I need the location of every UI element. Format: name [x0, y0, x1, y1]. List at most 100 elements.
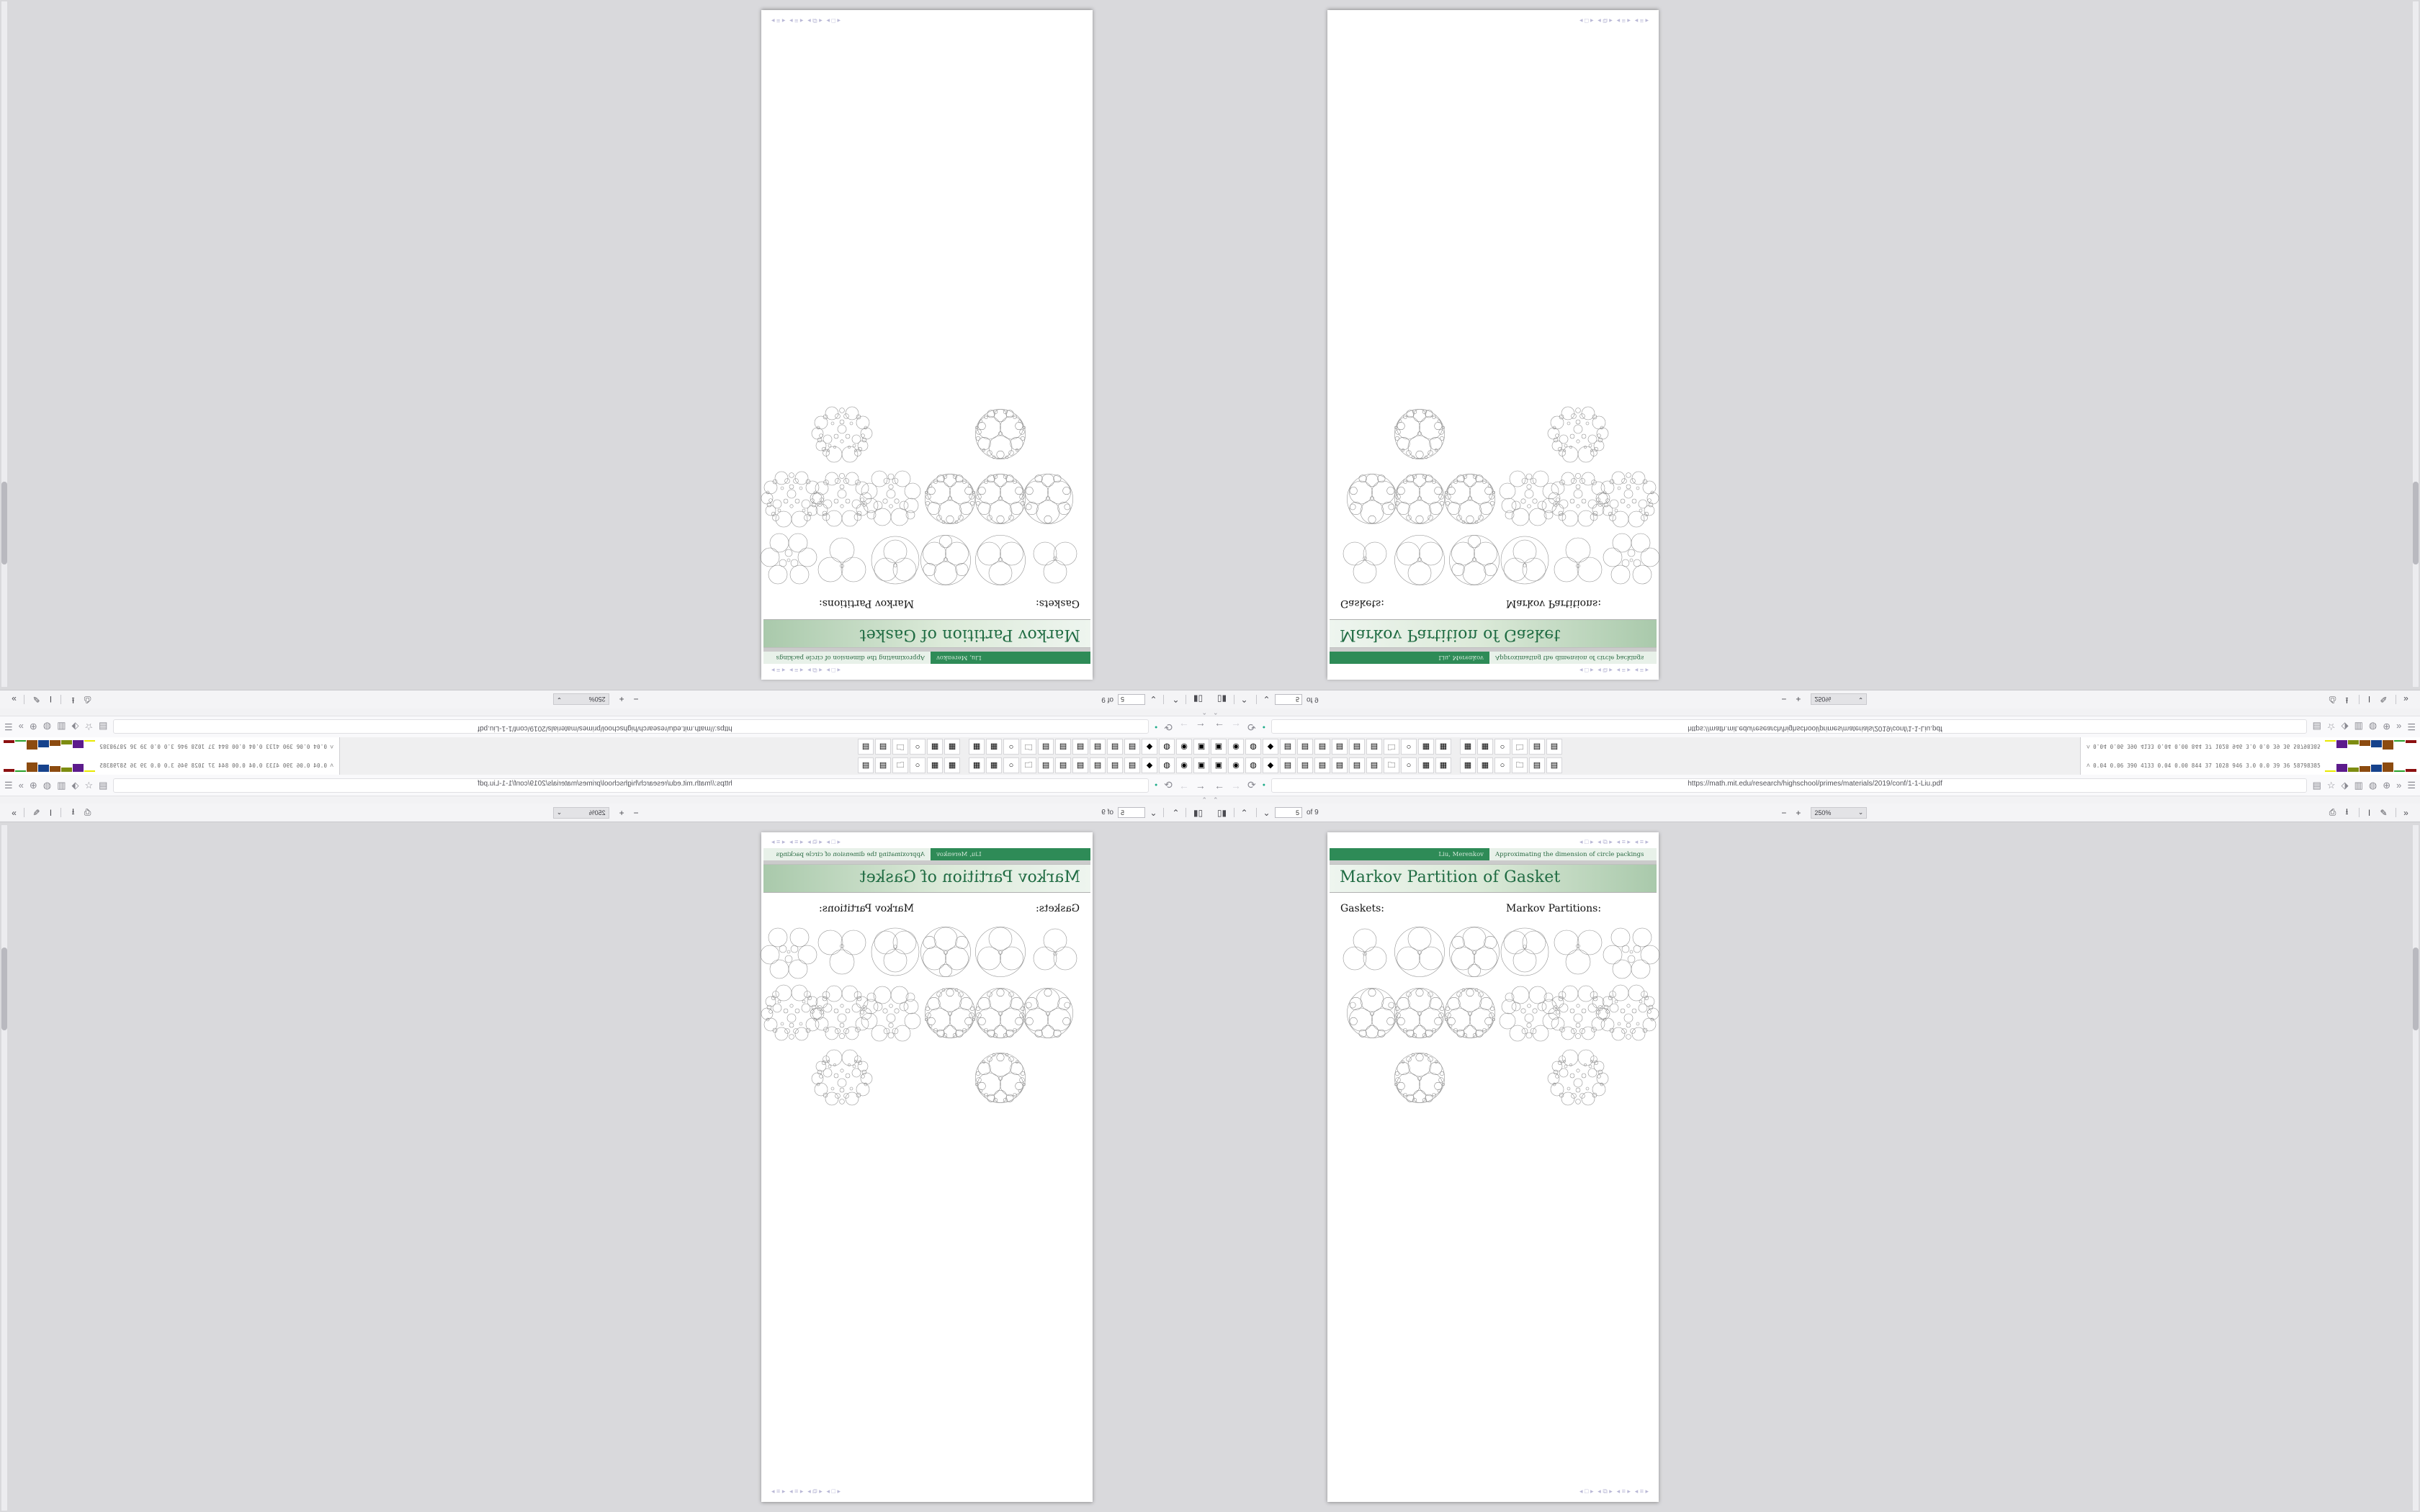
- zoom-select[interactable]: 250% ⌄: [1811, 693, 1868, 706]
- nav-frame-icon[interactable]: ◂ ⧉ ▸: [807, 17, 823, 25]
- beamer-nav-symbols-bottom[interactable]: ◂ □ ▸ ◂ ⧉ ▸ ◂ ≡ ▸ ◂ ≡ ▸: [771, 16, 841, 26]
- pencil-draw-icon[interactable]: ✎: [2380, 694, 2388, 705]
- folder-icon[interactable]: 🗀: [1021, 757, 1036, 773]
- taskbar-icon-editor[interactable]: ▤: [858, 757, 874, 773]
- taskbar-icon-blank[interactable]: ○: [1003, 739, 1019, 755]
- browser-navigation-bar[interactable]: ← → ⟳ ● ▤ ☆ ⬗ ▥ ◍ ⊕ » ☰: [0, 716, 1210, 737]
- zoom-in-button[interactable]: +: [1796, 694, 1801, 705]
- nav-slide-icon[interactable]: ◂ □ ▸: [826, 837, 841, 845]
- taskbar-icon-editor[interactable]: ▤: [1529, 757, 1545, 773]
- nav-slide-icon[interactable]: ◂ □ ▸: [1579, 837, 1594, 845]
- forward-arrow-icon[interactable]: →: [1231, 721, 1241, 733]
- system-monitor[interactable]: ˄ 0.04 0.06 390 4133 0.04 0.00 844 37 10…: [0, 756, 341, 775]
- taskbar-icon-editor[interactable]: ▤: [1546, 757, 1562, 773]
- nav-subsection-icon[interactable]: ◂ ≡ ▸: [1616, 837, 1631, 845]
- beamer-nav-symbols-top[interactable]: ◂ □ ▸ ◂ ⧉ ▸ ◂ ≡ ▸ ◂ ≡ ▸: [1579, 837, 1649, 847]
- pdf-scrollbar-thumb[interactable]: [2413, 482, 2419, 564]
- taskbar-icon-editor[interactable]: ▤: [1090, 757, 1106, 773]
- folder-icon[interactable]: 🗀: [892, 757, 908, 773]
- more-tools-icon[interactable]: »: [12, 694, 17, 705]
- home-icon[interactable]: ●: [1155, 783, 1158, 788]
- browser-navigation-bar[interactable]: ← → ⟳ ● ▤ ☆ ⬗ ▥ ◍ ⊕ » ☰: [1210, 775, 2420, 796]
- library-icon[interactable]: ▥: [57, 721, 66, 733]
- floppy-green-icon[interactable]: ▦: [944, 739, 960, 755]
- next-page-icon[interactable]: ⌄: [1263, 694, 1270, 705]
- forward-arrow-icon[interactable]: →: [1231, 779, 1241, 791]
- system-monitor-expand-icon[interactable]: ˄: [2086, 762, 2091, 769]
- taskbar-icon-editor[interactable]: ▤: [1038, 739, 1054, 755]
- library-icon[interactable]: ▥: [2354, 779, 2363, 791]
- nav-slide-icon[interactable]: ◂ □ ▸: [826, 667, 841, 675]
- pencil-draw-icon[interactable]: ✎: [32, 807, 40, 818]
- floppy-green-icon[interactable]: ▦: [1460, 739, 1476, 755]
- hamburger-menu-icon[interactable]: ☰: [4, 721, 13, 733]
- floppy-green-icon[interactable]: ▦: [944, 757, 960, 773]
- chrome-icon[interactable]: ◉: [1228, 757, 1244, 773]
- nav-frame-icon[interactable]: ◂ ⧉ ▸: [1597, 17, 1613, 25]
- taskbar-icon-app-dark[interactable]: ◆: [1142, 739, 1157, 755]
- folder-icon[interactable]: 🗀: [1384, 739, 1399, 755]
- overflow-chevron-icon[interactable]: »: [18, 780, 24, 791]
- floppy-blue-icon[interactable]: ▦: [1477, 757, 1493, 773]
- hamburger-menu-icon[interactable]: ☰: [4, 779, 13, 791]
- page-number-input[interactable]: 5: [1275, 694, 1302, 705]
- chevron-up-icon[interactable]: ⌃: [1213, 708, 1219, 716]
- zoom-out-button[interactable]: −: [1781, 807, 1787, 818]
- reload-icon[interactable]: ⟳: [1164, 779, 1173, 791]
- chrome-icon[interactable]: ◉: [1228, 739, 1244, 755]
- floppy-green-icon[interactable]: ▦: [1435, 739, 1451, 755]
- beamer-nav-symbols-top[interactable]: ◂ □ ▸ ◂ ⧉ ▸ ◂ ≡ ▸ ◂ ≡ ▸: [1579, 665, 1649, 675]
- extensions-icon[interactable]: ⊕: [29, 721, 37, 733]
- previous-page-icon[interactable]: ⌃: [1172, 807, 1180, 818]
- bookmark-star-icon[interactable]: ☆: [2326, 779, 2336, 791]
- next-page-icon[interactable]: ⌄: [1150, 694, 1157, 705]
- taskbar-icon-app-dark[interactable]: ◆: [1263, 757, 1278, 773]
- taskbar-icon-editor[interactable]: ▤: [1366, 739, 1382, 755]
- taskbar-icon-app-dark[interactable]: ◆: [1142, 757, 1157, 773]
- taskbar-icon-editor[interactable]: ▤: [1314, 739, 1330, 755]
- printer-icon[interactable]: ⎙: [2329, 695, 2336, 705]
- taskbar[interactable]: ▣ ◉ ◍ ◆ ▤ ▤ ▤ ▤ ▤ ▤ 🗀 ○ ▦ ▦ ▦ ▦ ○ 🗀 ▤: [1210, 756, 2420, 775]
- nav-frame-icon[interactable]: ◂ ⧉ ▸: [807, 667, 823, 675]
- folder-icon[interactable]: 🗀: [1384, 757, 1399, 773]
- nav-section-icon[interactable]: ◂ ≡ ▸: [771, 17, 786, 25]
- taskbar-icon-editor[interactable]: ▤: [1297, 757, 1313, 773]
- nav-subsection-icon[interactable]: ◂ ≡ ▸: [789, 667, 804, 675]
- system-monitor[interactable]: ˄ 0.04 0.06 390 4133 0.04 0.00 844 37 10…: [2079, 756, 2420, 775]
- nav-slide-icon[interactable]: ◂ □ ▸: [1579, 1487, 1594, 1495]
- taskbar-icon-editor[interactable]: ▤: [858, 739, 874, 755]
- taskbar-icon-editor[interactable]: ▤: [1529, 739, 1545, 755]
- pdf-scrollbar-thumb[interactable]: [1, 482, 7, 564]
- nav-frame-icon[interactable]: ◂ ⧉ ▸: [807, 837, 823, 845]
- more-tools-icon[interactable]: »: [2403, 694, 2408, 705]
- folder-icon[interactable]: 🗀: [1512, 739, 1528, 755]
- taskbar-icon-editor[interactable]: ▤: [1349, 757, 1365, 773]
- reload-icon[interactable]: ⟳: [1247, 779, 1256, 791]
- download-icon[interactable]: ⭳: [71, 696, 75, 706]
- browser-navigation-bar[interactable]: ← → ⟳ ● ▤ ☆ ⬗ ▥ ◍ ⊕ » ☰: [0, 775, 1210, 796]
- reader-mode-icon[interactable]: ▤: [99, 779, 108, 791]
- nav-section-icon[interactable]: ◂ ≡ ▸: [771, 1487, 786, 1495]
- reload-icon[interactable]: ⟳: [1247, 721, 1256, 733]
- pencil-draw-icon[interactable]: ✎: [32, 694, 40, 705]
- bookmark-star-icon[interactable]: ☆: [84, 721, 94, 733]
- extensions-icon[interactable]: ⊕: [29, 779, 37, 791]
- sidebar-toggle-icon[interactable]: ▯▮: [1216, 694, 1227, 705]
- system-monitor[interactable]: ˄ 0.04 0.06 390 4133 0.04 0.00 844 37 10…: [2079, 737, 2420, 756]
- zoom-out-button[interactable]: −: [1781, 694, 1787, 705]
- floppy-green-icon[interactable]: ▦: [969, 757, 985, 773]
- reader-mode-icon[interactable]: ▤: [99, 721, 108, 733]
- nav-subsection-icon[interactable]: ◂ ≡ ▸: [789, 17, 804, 25]
- download-icon[interactable]: ⭳: [2345, 806, 2349, 816]
- more-tools-icon[interactable]: »: [12, 807, 17, 818]
- forward-arrow-icon[interactable]: →: [1179, 721, 1189, 733]
- pdf-scrollbar-thumb[interactable]: [2413, 948, 2419, 1030]
- taskbar-icon-blank[interactable]: ○: [1003, 757, 1019, 773]
- hamburger-menu-icon[interactable]: ☰: [2407, 721, 2416, 733]
- url-bar[interactable]: [113, 719, 1150, 734]
- taskbar-icon-app-red[interactable]: ◍: [1245, 739, 1261, 755]
- overflow-chevron-icon[interactable]: »: [2396, 721, 2402, 732]
- taskbar-icon-editor[interactable]: ▤: [1280, 757, 1296, 773]
- home-icon[interactable]: ●: [1262, 724, 1265, 729]
- taskbar-icon-blank[interactable]: ○: [910, 757, 926, 773]
